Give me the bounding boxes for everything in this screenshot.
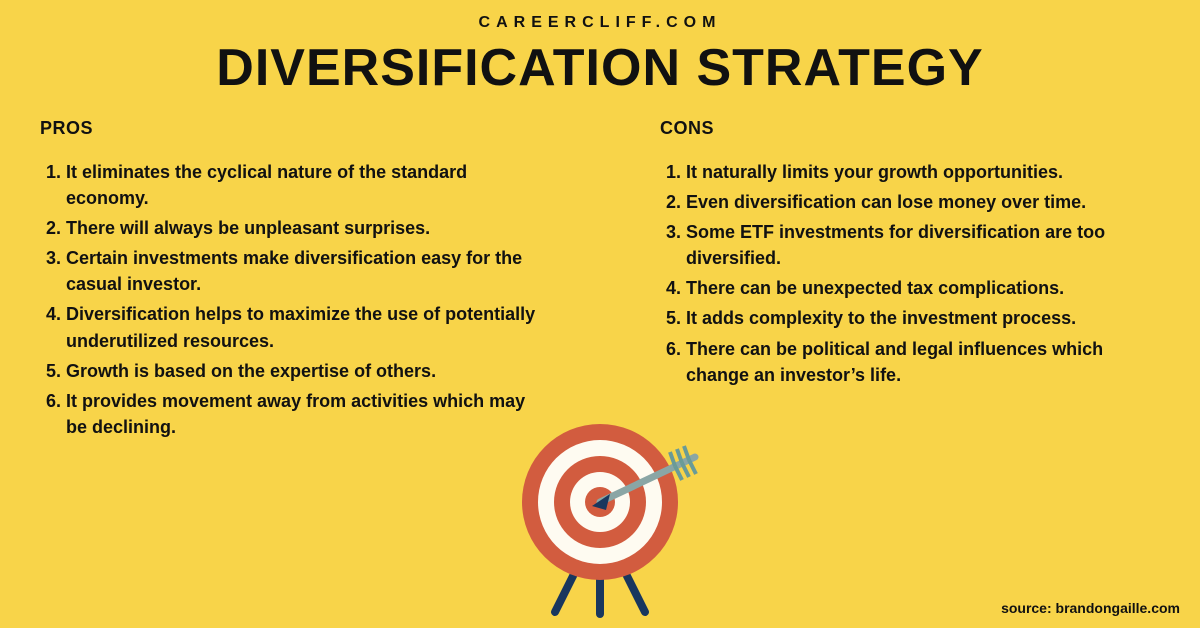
- pros-header: PROS: [40, 118, 540, 139]
- cons-column: CONS It naturally limits your growth opp…: [660, 118, 1160, 444]
- cons-header: CONS: [660, 118, 1160, 139]
- infographic-canvas: CAREERCLIFF.COM DIVERSIFICATION STRATEGY…: [0, 0, 1200, 628]
- list-item: Some ETF investments for diversification…: [686, 219, 1160, 271]
- columns: PROS It eliminates the cyclical nature o…: [0, 98, 1200, 444]
- site-name: CAREERCLIFF.COM: [0, 0, 1200, 32]
- list-item: It eliminates the cyclical nature of the…: [66, 159, 540, 211]
- list-item: It adds complexity to the investment pro…: [686, 305, 1160, 331]
- list-item: Growth is based on the expertise of othe…: [66, 358, 540, 384]
- list-item: There will always be unpleasant surprise…: [66, 215, 540, 241]
- list-item: Even diversification can lose money over…: [686, 189, 1160, 215]
- cons-list: It naturally limits your growth opportun…: [660, 159, 1160, 388]
- list-item: Certain investments make diversification…: [66, 245, 540, 297]
- pros-column: PROS It eliminates the cyclical nature o…: [40, 118, 540, 444]
- page-title: DIVERSIFICATION STRATEGY: [0, 38, 1200, 98]
- list-item: Diversification helps to maximize the us…: [66, 301, 540, 353]
- list-item: It naturally limits your growth opportun…: [686, 159, 1160, 185]
- list-item: There can be unexpected tax complication…: [686, 275, 1160, 301]
- target-icon: [500, 402, 700, 622]
- list-item: There can be political and legal influen…: [686, 336, 1160, 388]
- source-credit: source: brandongaille.com: [1001, 600, 1180, 616]
- list-item: It provides movement away from activitie…: [66, 388, 540, 440]
- pros-list: It eliminates the cyclical nature of the…: [40, 159, 540, 440]
